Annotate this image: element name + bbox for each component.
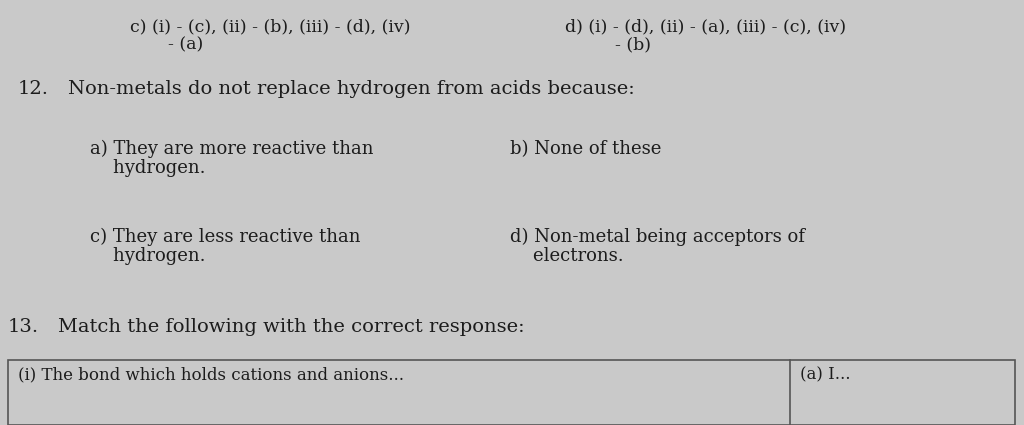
Text: a) They are more reactive than: a) They are more reactive than: [90, 140, 374, 158]
Text: c) They are less reactive than: c) They are less reactive than: [90, 228, 360, 246]
Text: - (b): - (b): [615, 36, 651, 53]
Text: - (a): - (a): [168, 36, 203, 53]
Text: Non-metals do not replace hydrogen from acids because:: Non-metals do not replace hydrogen from …: [68, 80, 635, 98]
Text: 13.: 13.: [8, 318, 39, 336]
Text: c) (i) - (c), (ii) - (b), (iii) - (d), (iv): c) (i) - (c), (ii) - (b), (iii) - (d), (…: [130, 18, 411, 35]
Text: (a) I...: (a) I...: [800, 366, 851, 383]
Text: electrons.: electrons.: [510, 247, 624, 265]
Text: d) Non-metal being acceptors of: d) Non-metal being acceptors of: [510, 228, 805, 246]
Text: b) None of these: b) None of these: [510, 140, 662, 158]
Text: (i) The bond which holds cations and anions...: (i) The bond which holds cations and ani…: [18, 366, 404, 383]
Text: 12.: 12.: [18, 80, 49, 98]
Text: Match the following with the correct response:: Match the following with the correct res…: [58, 318, 524, 336]
Text: hydrogen.: hydrogen.: [90, 247, 206, 265]
Bar: [8, 360, 1015, 425]
Text: d) (i) - (d), (ii) - (a), (iii) - (c), (iv): d) (i) - (d), (ii) - (a), (iii) - (c), (…: [565, 18, 846, 35]
Text: hydrogen.: hydrogen.: [90, 159, 206, 177]
